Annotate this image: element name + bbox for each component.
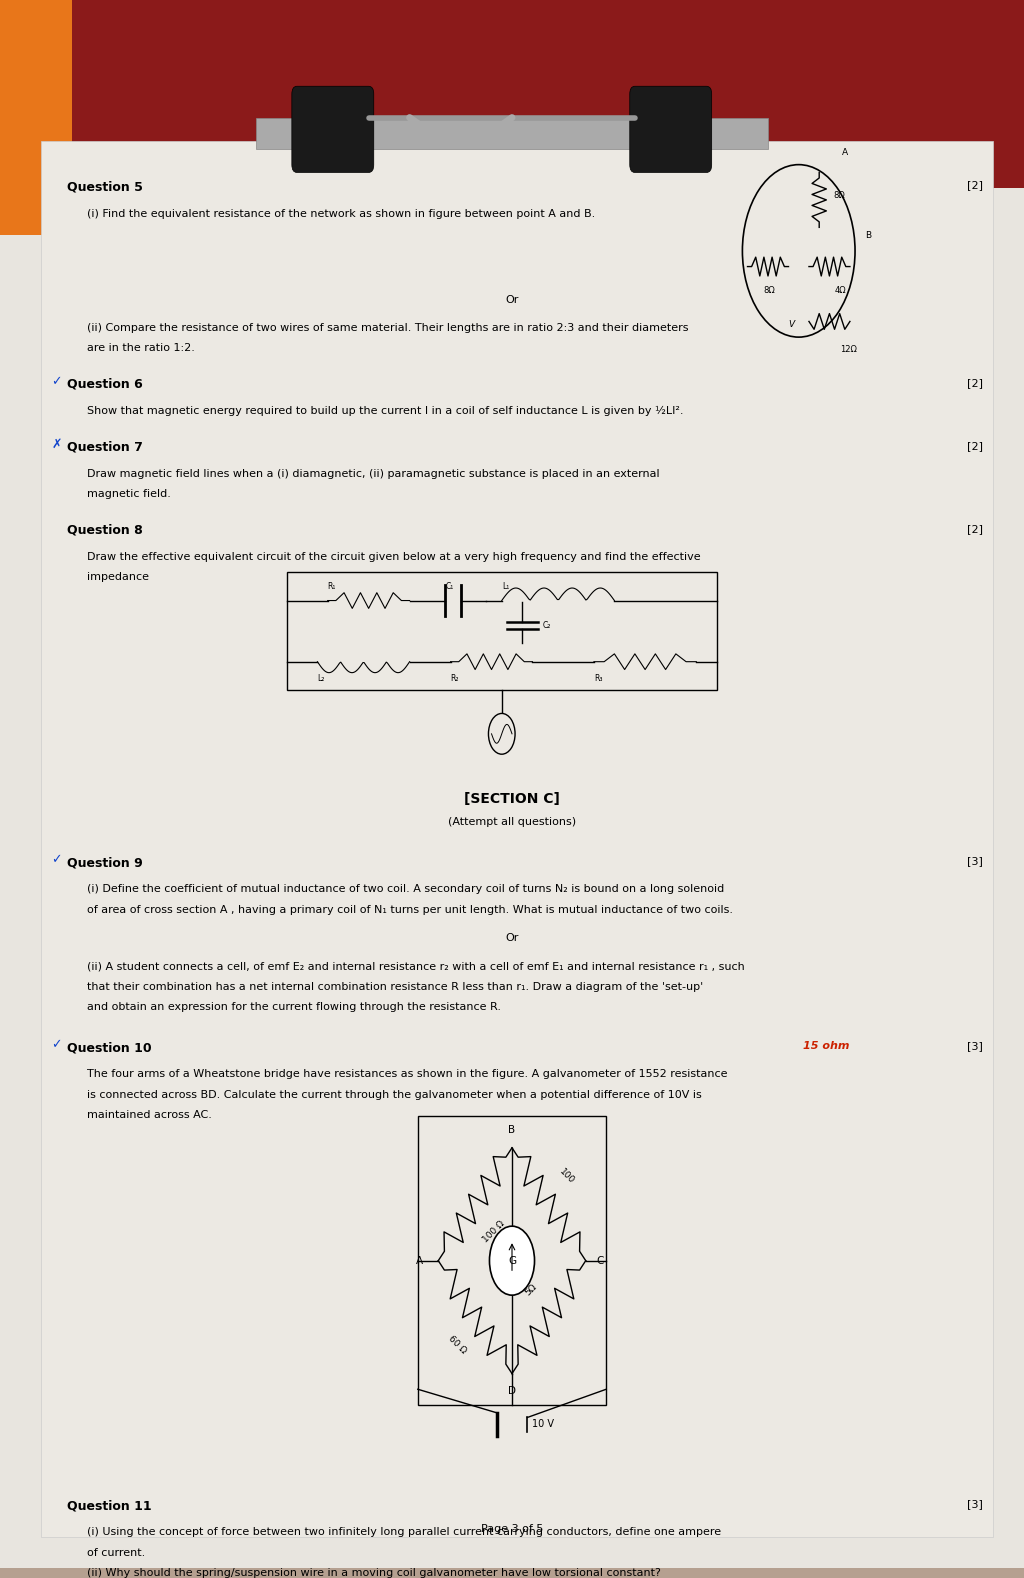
Text: A: A (842, 148, 848, 156)
FancyBboxPatch shape (292, 87, 374, 172)
Text: Or: Or (505, 933, 519, 944)
Text: The four arms of a Wheatstone bridge have resistances as shown in the figure. A : The four arms of a Wheatstone bridge hav… (87, 1070, 727, 1079)
Text: Page 3 of 5: Page 3 of 5 (481, 1523, 543, 1534)
Text: Question 8: Question 8 (67, 524, 142, 537)
Text: Question 7: Question 7 (67, 440, 142, 453)
Text: (i) Using the concept of force between two infinitely long parallel current carr: (i) Using the concept of force between t… (87, 1528, 721, 1537)
Text: D: D (508, 1385, 516, 1397)
Text: A: A (416, 1256, 423, 1266)
Text: [2]: [2] (967, 524, 983, 533)
Text: 4Ω: 4Ω (835, 286, 846, 295)
Text: [2]: [2] (967, 377, 983, 388)
Text: ✗: ✗ (51, 437, 61, 450)
Text: ✓: ✓ (51, 374, 61, 388)
Text: 60 Ω: 60 Ω (446, 1333, 468, 1356)
Circle shape (489, 1226, 535, 1296)
Text: Question 9: Question 9 (67, 857, 142, 869)
Text: Or: Or (505, 295, 519, 305)
Text: 5Ω: 5Ω (523, 1281, 539, 1297)
Text: [2]: [2] (967, 180, 983, 191)
Bar (0, 0, 1024, 188)
Text: Draw the effective equivalent circuit of the circuit given below at a very high : Draw the effective equivalent circuit of… (87, 552, 700, 562)
Text: Question 5: Question 5 (67, 180, 142, 194)
Text: [3]: [3] (967, 1041, 983, 1051)
Text: 8Ω: 8Ω (834, 191, 845, 200)
Text: Show that magnetic energy required to build up the current I in a coil of self i: Show that magnetic energy required to bu… (87, 406, 684, 417)
Text: [3]: [3] (967, 1499, 983, 1509)
Text: of area of cross section A , having a primary coil of N₁ turns per unit length. : of area of cross section A , having a pr… (87, 904, 733, 915)
Text: R₁: R₁ (328, 582, 336, 592)
Text: (ii) Compare the resistance of two wires of same material. Their lengths are in : (ii) Compare the resistance of two wires… (87, 323, 688, 333)
Text: C: C (596, 1256, 603, 1266)
Text: 10 V: 10 V (532, 1419, 554, 1428)
Text: impedance: impedance (87, 573, 150, 582)
Text: (ii) A student connects a cell, of emf E₂ and internal resistance r₂ with a cell: (ii) A student connects a cell, of emf E… (87, 961, 744, 970)
Text: (Attempt all questions): (Attempt all questions) (447, 817, 577, 827)
Text: V: V (788, 320, 795, 330)
Text: 15 ohm: 15 ohm (804, 1041, 850, 1051)
Bar (287, 573, 717, 690)
Text: (i) Define the coefficient of mutual inductance of two coil. A secondary coil of: (i) Define the coefficient of mutual ind… (87, 884, 724, 895)
Bar (256, 118, 768, 148)
Text: [2]: [2] (967, 440, 983, 451)
Text: ✓: ✓ (51, 854, 61, 866)
Text: ✓: ✓ (51, 1038, 61, 1051)
Bar (0, 0, 72, 235)
Text: L₂: L₂ (317, 674, 325, 683)
Text: magnetic field.: magnetic field. (87, 489, 171, 499)
Bar (41, 140, 993, 1537)
Text: and obtain an expression for the current flowing through the resistance R.: and obtain an expression for the current… (87, 1002, 501, 1011)
Text: B: B (509, 1125, 515, 1135)
Bar (418, 1116, 606, 1404)
Text: R₂: R₂ (451, 674, 459, 683)
Text: 100 Ω: 100 Ω (480, 1220, 506, 1245)
FancyBboxPatch shape (630, 87, 712, 172)
Text: L₁: L₁ (502, 582, 509, 592)
Text: G: G (508, 1256, 516, 1266)
Text: Draw magnetic field lines when a (i) diamagnetic, (ii) paramagnetic substance is: Draw magnetic field lines when a (i) dia… (87, 469, 659, 478)
Text: [3]: [3] (967, 857, 983, 866)
Text: Question 11: Question 11 (67, 1499, 152, 1512)
Text: (ii) Why should the spring/suspension wire in a moving coil galvanometer have lo: (ii) Why should the spring/suspension wi… (87, 1569, 660, 1578)
Text: 100: 100 (558, 1168, 577, 1185)
Text: 8Ω: 8Ω (763, 286, 774, 295)
Text: (i) Find the equivalent resistance of the network as shown in figure between poi: (i) Find the equivalent resistance of th… (87, 208, 595, 218)
Text: R₃: R₃ (594, 674, 602, 683)
Text: C₁: C₁ (445, 582, 454, 592)
Text: are in the ratio 1:2.: are in the ratio 1:2. (87, 344, 195, 353)
Text: 12Ω: 12Ω (840, 346, 856, 353)
Text: Question 10: Question 10 (67, 1041, 152, 1054)
Text: B: B (865, 230, 871, 240)
Text: Question 6: Question 6 (67, 377, 142, 391)
Text: C₂: C₂ (543, 620, 551, 630)
Text: is connected across BD. Calculate the current through the galvanometer when a po: is connected across BD. Calculate the cu… (87, 1090, 701, 1100)
Text: that their combination has a net internal combination resistance R less than r₁.: that their combination has a net interna… (87, 982, 703, 991)
Text: of current.: of current. (87, 1548, 145, 1557)
Text: maintained across AC.: maintained across AC. (87, 1111, 212, 1120)
Text: [SECTION C]: [SECTION C] (464, 792, 560, 806)
